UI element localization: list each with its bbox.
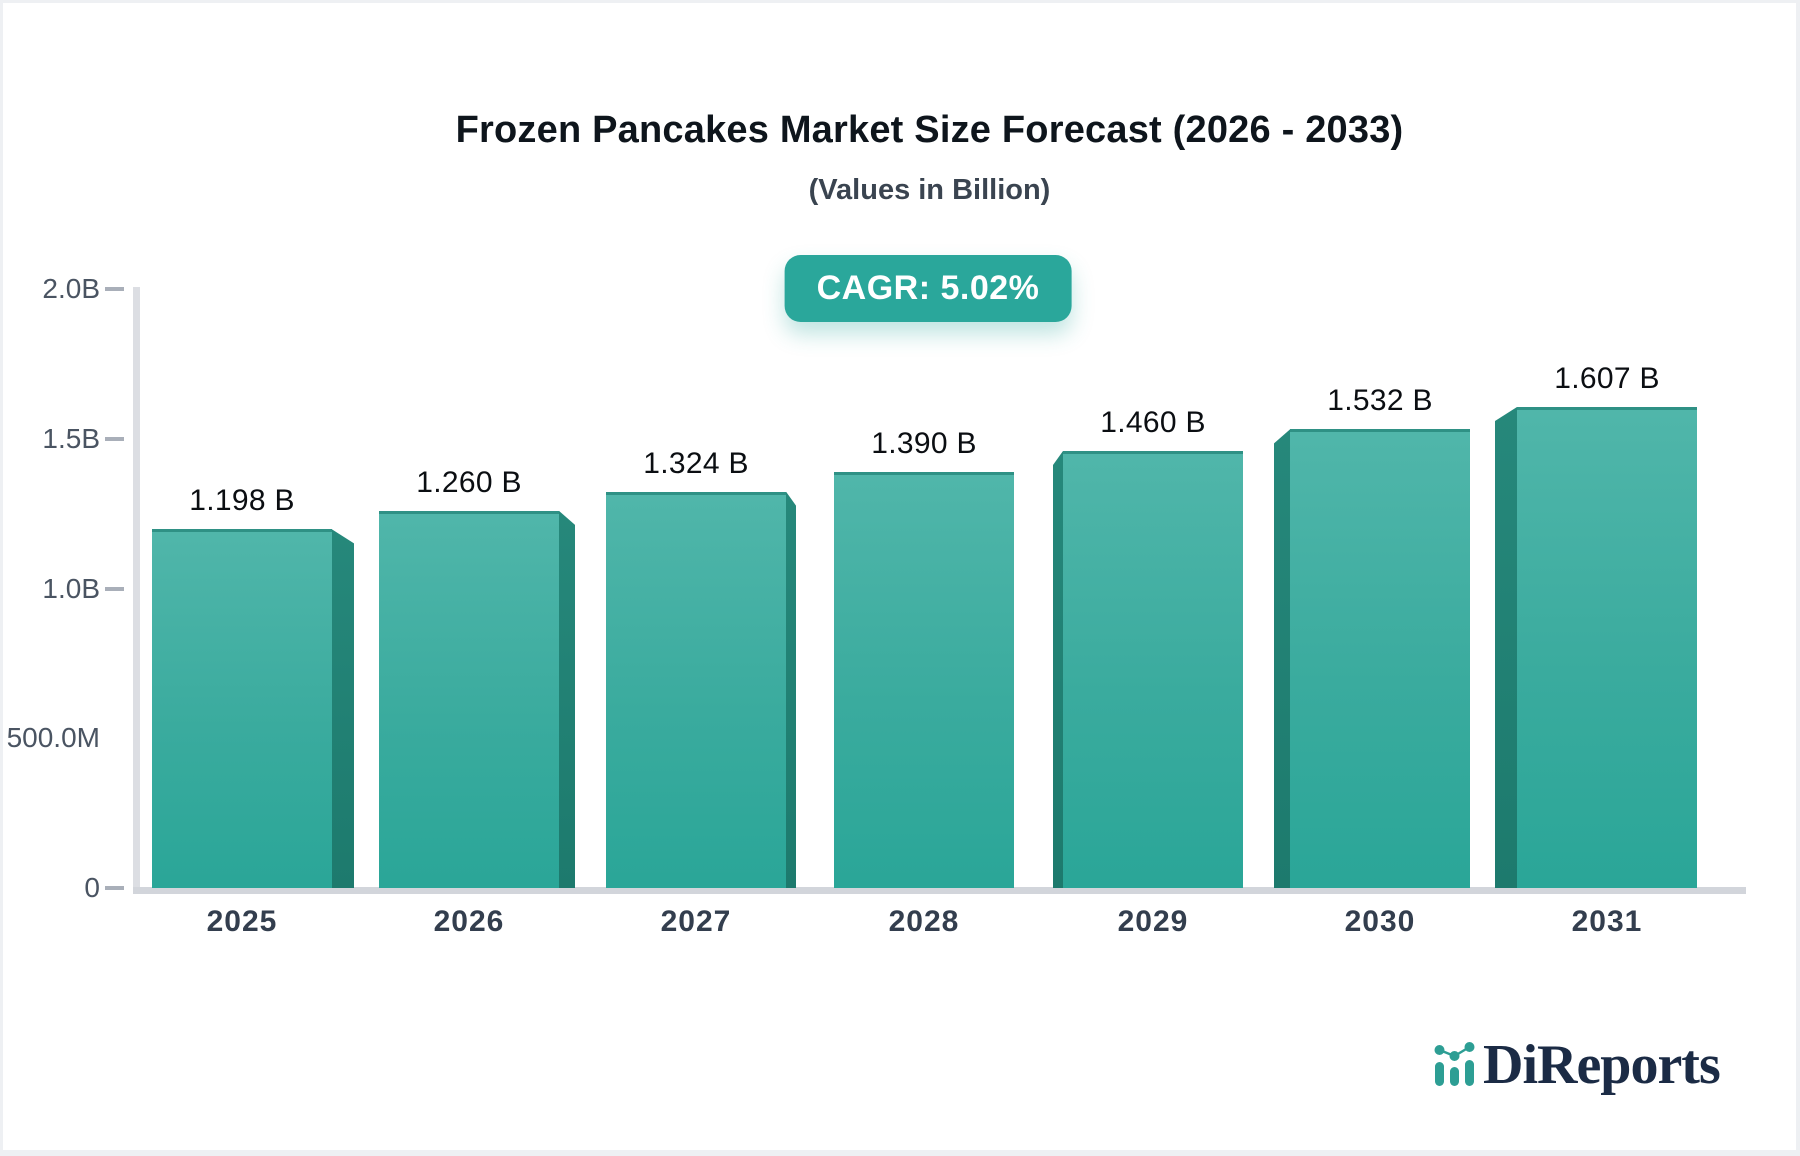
x-axis-label-2027: 2027 [660, 905, 732, 938]
bar-side-2025 [332, 529, 354, 888]
bar-2031 [1517, 406, 1697, 888]
y-axis-tick [105, 586, 124, 591]
x-axis-label-2026: 2026 [433, 905, 505, 938]
y-axis-label-2.0B: 2.0B [42, 273, 100, 305]
x-axis-label-2025: 2025 [206, 905, 278, 938]
bar-2026 [379, 510, 559, 888]
plot-area: 2.0B 1.5B 1.0B 500.0M 0 1.198 B 2025 1.260 B 202… [3, 3, 1796, 1150]
bar-2028 [834, 471, 1014, 888]
bar-side-2030 [1274, 429, 1290, 888]
bar-value-label-2025: 1.198 B [189, 484, 295, 518]
logo-text: DiReports [1483, 1034, 1721, 1096]
bar-2027 [606, 491, 786, 888]
bar-value-label-2026: 1.260 B [416, 465, 522, 499]
bar-value-label-2029: 1.460 B [1100, 405, 1206, 439]
logo-bars-icon [1434, 1042, 1475, 1086]
y-axis-tick [105, 437, 124, 441]
y-axis-label-0: 0 [84, 872, 100, 903]
bar-value-label-2030: 1.532 B [1327, 384, 1433, 418]
y-axis-label-500.0M: 500.0M [6, 722, 100, 754]
bar-side-2027 [786, 491, 796, 888]
bar-value-label-2028: 1.390 B [871, 426, 977, 460]
x-axis-label-2031: 2031 [1571, 905, 1643, 938]
bar-side-2026 [559, 510, 575, 888]
chart-subtitle: (Values in Billion) [808, 174, 1051, 206]
title-block: Frozen Pancakes Market Size Forecast (20… [3, 109, 1796, 207]
direports-logo: DiReports [1431, 1034, 1721, 1096]
y-axis-tick [105, 287, 124, 292]
bar-value-label-2027: 1.324 B [643, 446, 749, 480]
bar-2030 [1290, 429, 1470, 888]
chart-canvas: Frozen Pancakes Market Size Forecast (20… [3, 3, 1796, 1150]
bar-2029 [1063, 450, 1243, 888]
bar-value-label-2031: 1.607 B [1554, 361, 1660, 395]
chart-title: Frozen Pancakes Market Size Forecast (20… [455, 109, 1404, 151]
bar-side-2031 [1495, 406, 1517, 888]
y-axis-label-1.5B: 1.5B [42, 423, 100, 454]
y-axis-tick [105, 886, 124, 890]
y-axis-label-1.0B: 1.0B [42, 572, 100, 604]
y-axis-line [133, 287, 140, 894]
cagr-badge: CAGR: 5.02% [784, 255, 1072, 322]
x-axis-label-2030: 2030 [1344, 905, 1416, 938]
x-axis-label-2028: 2028 [888, 905, 960, 938]
x-axis-label-2029: 2029 [1117, 905, 1189, 938]
bar-2025 [152, 529, 332, 888]
bar-side-2029 [1053, 450, 1063, 888]
x-axis-line [133, 887, 1746, 894]
